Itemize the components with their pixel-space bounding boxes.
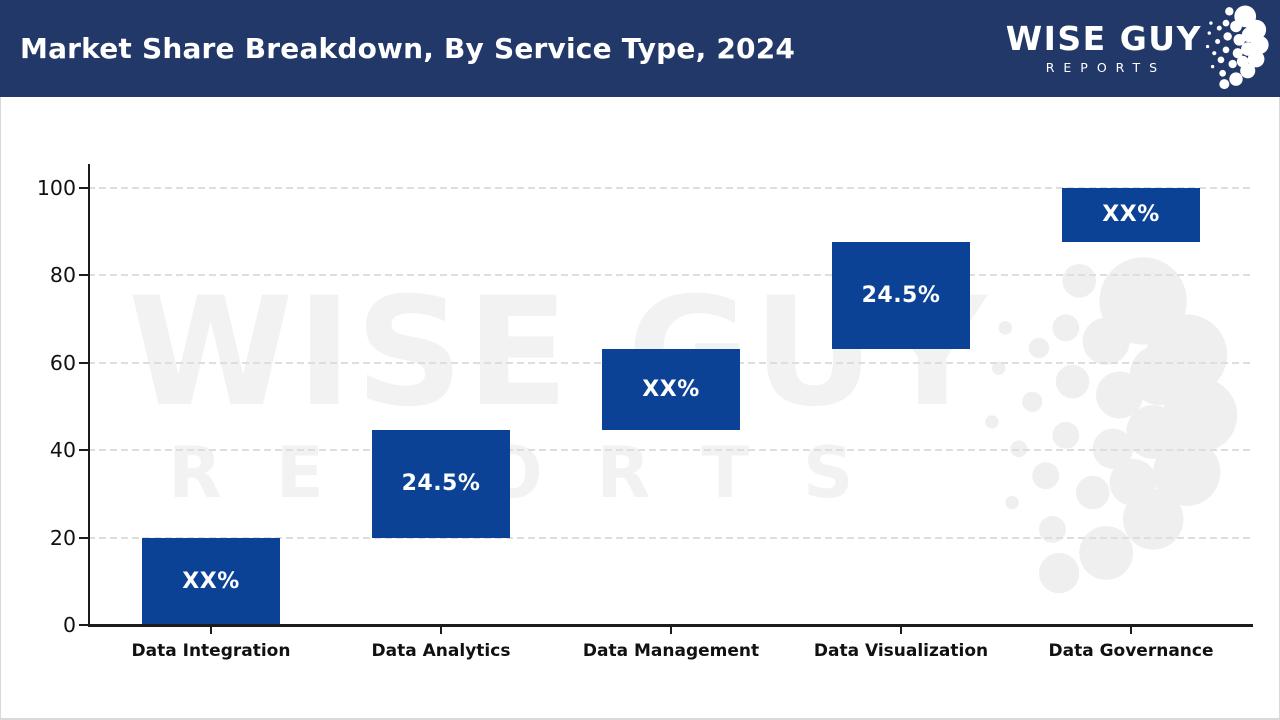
gridline bbox=[88, 186, 1253, 189]
y-axis-spine bbox=[88, 163, 90, 627]
logo-line2: REPORTS bbox=[1045, 60, 1167, 75]
y-tick-label: 20 bbox=[49, 525, 76, 550]
x-tick-mark bbox=[210, 625, 212, 634]
x-tick-mark bbox=[670, 625, 672, 634]
bar-value-label: 24.5% bbox=[401, 471, 481, 497]
gridline bbox=[88, 449, 1253, 451]
bar-data-analytics: 24.5% bbox=[372, 430, 510, 538]
logo-line1: WISE GUY bbox=[1005, 19, 1202, 58]
bar-value-label: XX% bbox=[182, 568, 240, 594]
y-tick-label: 0 bbox=[62, 613, 76, 637]
x-axis-spine bbox=[88, 624, 1253, 627]
y-tick-label: 60 bbox=[49, 350, 76, 375]
gridline bbox=[88, 274, 1253, 276]
y-tick-mark bbox=[79, 536, 88, 539]
y-tick-label: 40 bbox=[49, 438, 76, 462]
x-tick-mark bbox=[440, 625, 442, 634]
header: Market Share Breakdown, By Service Type,… bbox=[0, 0, 1280, 97]
bar-data-management: XX% bbox=[602, 349, 740, 431]
y-tick-mark bbox=[79, 361, 88, 364]
x-tick-mark bbox=[1130, 625, 1132, 634]
y-tick-mark bbox=[79, 624, 88, 626]
bar-value-label: XX% bbox=[1102, 202, 1160, 228]
bar-value-label: XX% bbox=[642, 377, 700, 403]
y-tick-mark bbox=[79, 186, 88, 189]
head-dots-icon bbox=[1205, 5, 1269, 89]
gridline bbox=[88, 536, 1253, 539]
y-tick-mark bbox=[79, 449, 88, 451]
bar-value-label: 24.5% bbox=[861, 283, 941, 309]
y-tick-label: 100 bbox=[36, 175, 76, 200]
x-category-label: Data Visualization bbox=[813, 641, 989, 661]
x-category-label: Data Governance bbox=[1048, 641, 1214, 661]
y-tick-mark bbox=[79, 274, 88, 276]
wise-guy-logo: WISE GUY REPORTS bbox=[1006, 3, 1274, 95]
bar-data-integration: XX% bbox=[142, 537, 280, 625]
bar-data-visualization: 24.5% bbox=[832, 242, 970, 350]
y-tick-label: 80 bbox=[49, 263, 76, 287]
bar-data-governance: XX% bbox=[1062, 187, 1200, 243]
x-category-label: Data Analytics bbox=[371, 641, 511, 661]
x-category-label: Data Management bbox=[582, 641, 760, 661]
logo-wordmark: WISE GUY REPORTS bbox=[1006, 22, 1202, 75]
x-category-label: Data Integration bbox=[131, 641, 291, 661]
page-title: Market Share Breakdown, By Service Type,… bbox=[20, 32, 796, 65]
x-tick-mark bbox=[900, 625, 902, 634]
